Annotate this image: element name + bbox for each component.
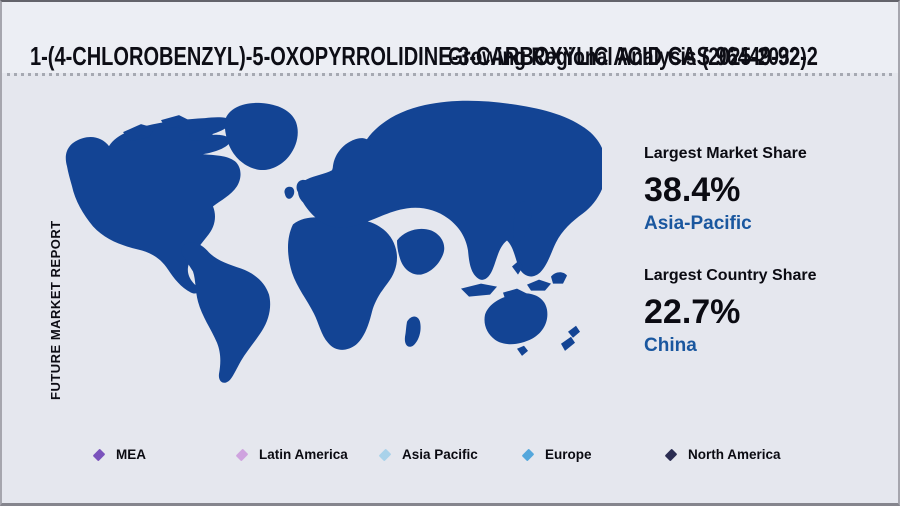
market-share-value: 38.4%: [644, 171, 741, 209]
country-share-label: Largest Country Share: [644, 267, 817, 284]
analysis-title: Growing Regional Analysis (2025-2032): [448, 43, 807, 71]
legend-label-latin-america: Latin America: [259, 447, 348, 462]
largest-country-share-block: Largest Country Share 22.7% China: [644, 266, 894, 358]
country-share-value: 22.7%: [644, 293, 741, 331]
legend-item-north-america: North America: [664, 447, 781, 462]
market-share-label: Largest Market Share: [644, 145, 807, 162]
diamond-marker-icon: [664, 448, 678, 461]
header-band: [2, 2, 898, 73]
legend-label-asia-pacific: Asia Pacific: [402, 447, 478, 462]
diamond-marker-icon: [378, 448, 392, 461]
legend-label-north-america: North America: [688, 447, 781, 462]
legend-item-europe: Europe: [521, 447, 592, 462]
dotted-divider: [7, 73, 893, 76]
diamond-marker-icon: [521, 448, 535, 461]
largest-market-share-block: Largest Market Share 38.4% Asia-Pacific: [644, 144, 894, 236]
legend-item-latin-america: Latin America: [235, 447, 348, 462]
country-share-region: China: [644, 335, 697, 356]
legend-item-asia-pacific: Asia Pacific: [378, 447, 478, 462]
legend-label-europe: Europe: [545, 447, 592, 462]
legend-item-mea: MEA: [92, 447, 146, 462]
market-share-region: Asia-Pacific: [644, 213, 752, 234]
diamond-marker-icon: [235, 448, 249, 461]
legend-label-mea: MEA: [116, 447, 146, 462]
world-map: [65, 100, 602, 383]
product-title: 1-(4-CHLOROBENZYL)-5-OXOPYRROLIDINE-3-CA…: [30, 41, 818, 71]
diamond-marker-icon: [92, 448, 106, 461]
